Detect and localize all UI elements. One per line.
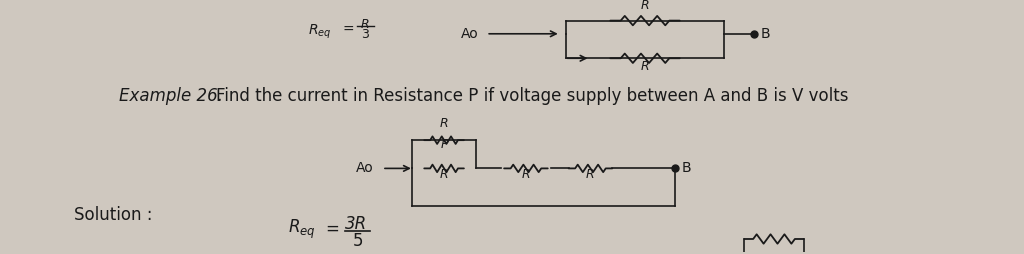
Text: R: R xyxy=(360,18,370,31)
Text: $R_{eq}$: $R_{eq}$ xyxy=(288,218,315,242)
Text: R: R xyxy=(439,117,449,130)
Text: 5: 5 xyxy=(352,232,362,250)
Text: 3: 3 xyxy=(361,28,369,41)
Text: R: R xyxy=(439,168,449,181)
Text: Ao: Ao xyxy=(461,27,478,41)
Text: Example 26.: Example 26. xyxy=(119,87,223,104)
Text: =: = xyxy=(326,220,339,238)
Text: $R_{eq}$: $R_{eq}$ xyxy=(307,23,331,41)
Text: Ao: Ao xyxy=(356,161,374,176)
Text: B: B xyxy=(682,161,691,176)
Text: =: = xyxy=(342,23,354,37)
Text: R: R xyxy=(521,168,530,181)
Text: R: R xyxy=(586,168,595,181)
Text: Solution :: Solution : xyxy=(75,206,153,224)
Text: Find the current in Resistance P if voltage supply between A and B is V volts: Find the current in Resistance P if volt… xyxy=(216,87,849,104)
Text: R: R xyxy=(641,59,649,73)
Text: 3R: 3R xyxy=(345,215,368,232)
Text: P: P xyxy=(440,138,447,151)
Text: R: R xyxy=(641,0,649,12)
Text: B: B xyxy=(761,27,771,41)
